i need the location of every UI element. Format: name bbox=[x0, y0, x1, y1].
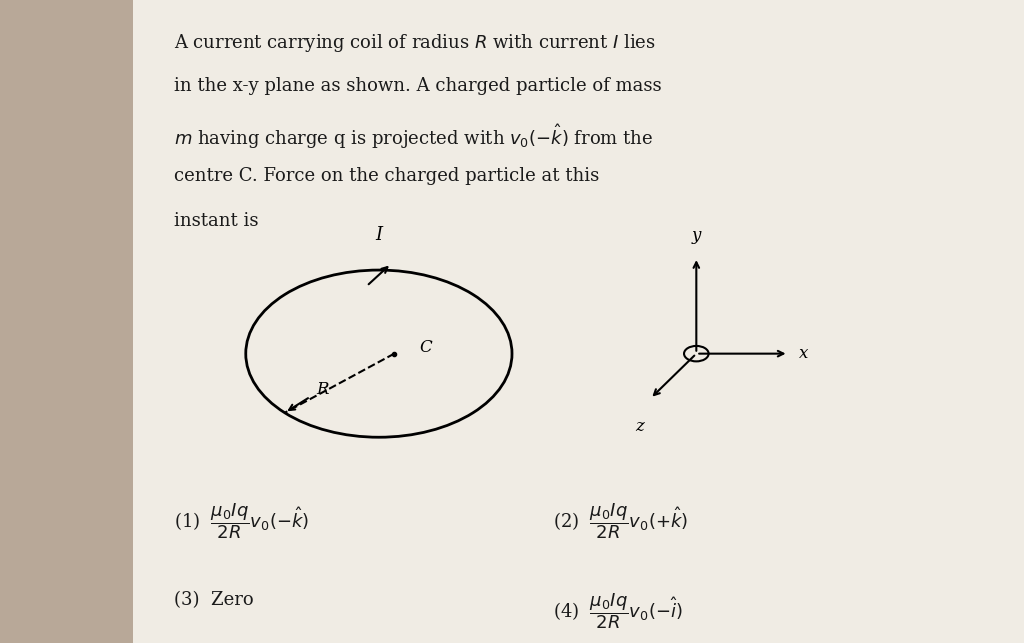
Text: (2)  $\dfrac{\mu_0 Iq}{2R}v_0(+\hat{k})$: (2) $\dfrac{\mu_0 Iq}{2R}v_0(+\hat{k})$ bbox=[553, 502, 688, 541]
Text: C: C bbox=[420, 339, 432, 356]
Text: I: I bbox=[376, 226, 382, 244]
Text: centre C. Force on the charged particle at this: centre C. Force on the charged particle … bbox=[174, 167, 599, 185]
Text: z: z bbox=[636, 418, 644, 435]
Text: instant is: instant is bbox=[174, 212, 259, 230]
Text: R: R bbox=[316, 381, 329, 397]
Text: y: y bbox=[691, 228, 701, 244]
Text: (1)  $\dfrac{\mu_0 Iq}{2R}v_0(-\hat{k})$: (1) $\dfrac{\mu_0 Iq}{2R}v_0(-\hat{k})$ bbox=[174, 502, 309, 541]
Bar bbox=[133, 0, 1024, 643]
Text: A current carrying coil of radius $R$ with current $I$ lies: A current carrying coil of radius $R$ wi… bbox=[174, 32, 655, 54]
Text: in the x-y plane as shown. A charged particle of mass: in the x-y plane as shown. A charged par… bbox=[174, 77, 662, 95]
Text: (4)  $\dfrac{\mu_0 Iq}{2R}v_0(-\hat{i})$: (4) $\dfrac{\mu_0 Iq}{2R}v_0(-\hat{i})$ bbox=[553, 592, 683, 631]
Text: (3)  Zero: (3) Zero bbox=[174, 592, 254, 610]
Text: $m$ having charge q is projected with $v_0(-\hat{k})$ from the: $m$ having charge q is projected with $v… bbox=[174, 122, 653, 151]
Text: x: x bbox=[799, 345, 808, 362]
